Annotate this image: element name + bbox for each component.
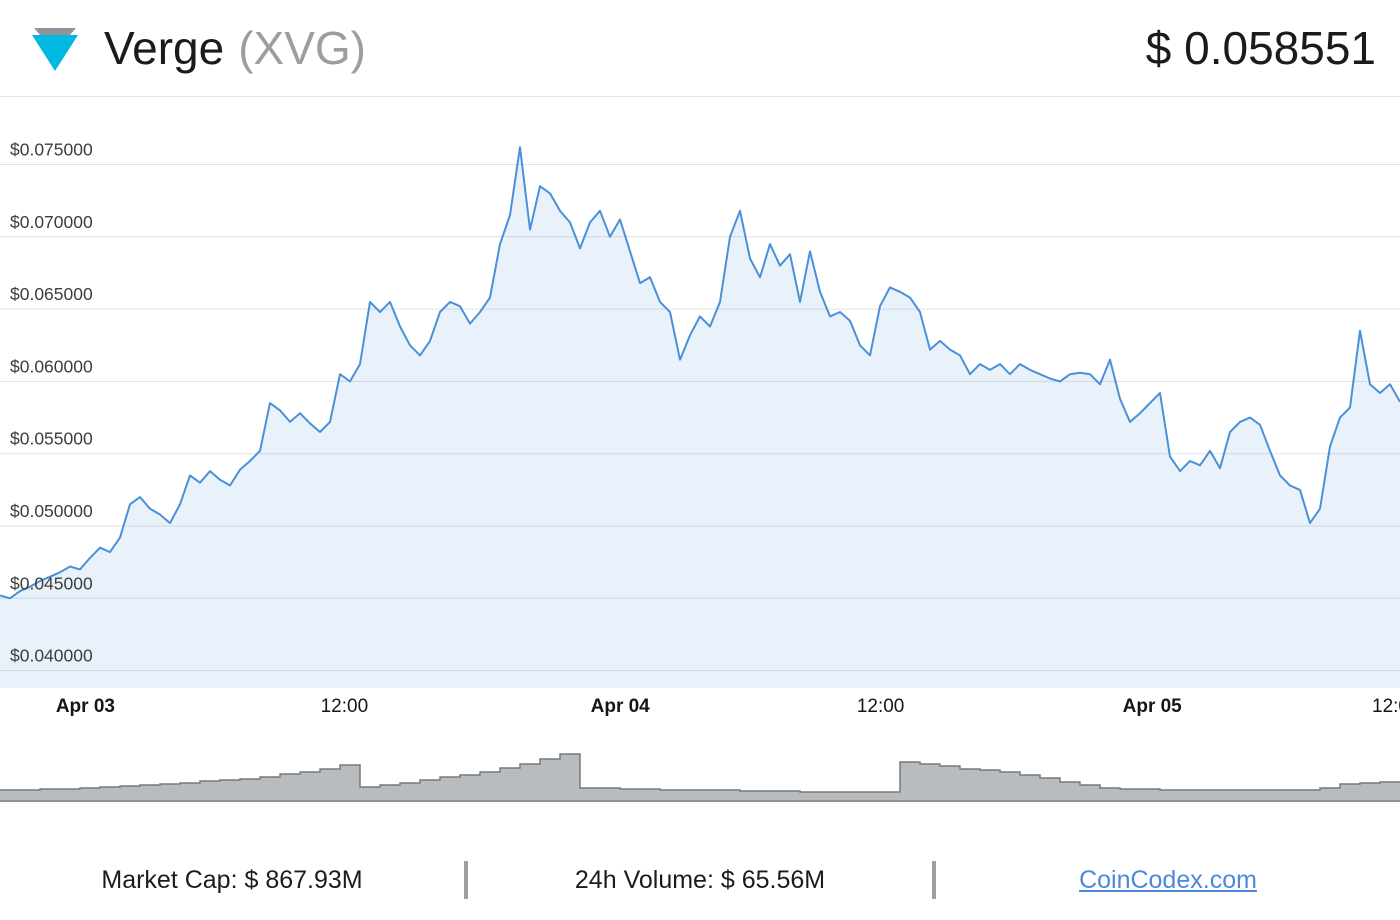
price-chart-svg[interactable]: $0.040000 $0.045000 $0.050000 $0.055000 $0.0… [0,98,1400,688]
page-title: Verge (XVG) [104,21,366,75]
footer-divider [464,861,468,899]
volume-24h: 24h Volume: $ 65.56M [574,865,826,894]
coin-ticker: (XVG) [238,22,366,74]
verge-logo-svg [32,28,78,71]
price-area [0,147,1400,688]
coincodex-link[interactable]: CoinCodex.com [1079,865,1257,894]
price-line [0,146,1400,600]
x-axis-label: 12:00 [1372,696,1400,717]
x-axis-label: 12:00 [320,696,369,717]
market-cap: Market Cap: $ 867.93M [101,865,363,894]
x-axis-label: Apr 03 [55,696,115,717]
x-axis-label: Apr 05 [1122,696,1182,717]
y-axis-label: $0.055000 [10,429,93,449]
footer: Market Cap: $ 867.93M 24h Volume: $ 65.5… [0,852,1400,908]
y-axis-label: $0.060000 [10,356,93,376]
volume-chart [0,742,1400,802]
x-axis-label: Apr 04 [590,696,650,717]
y-axis-label: $0.065000 [10,284,93,304]
price-chart[interactable]: $0.040000 $0.045000 $0.050000 $0.055000 $0.0… [0,98,1400,688]
volume-area [0,754,1400,800]
x-axis-labels: Apr 03 12:00 Apr 04 12:00 Apr 05 12:00 [0,694,1400,728]
footer-divider [932,861,936,899]
volume-outline [0,753,1400,793]
verge-logo-icon [26,19,84,77]
header: Verge (XVG) $ 0.058551 [0,0,1400,97]
y-axis-label: $0.040000 [10,646,93,666]
y-axis-label: $0.050000 [10,501,93,521]
y-axis-label: $0.045000 [10,573,93,593]
coin-name: Verge [104,22,225,74]
volume-chart-svg [0,753,1400,800]
coin-price: $ 0.058551 [1145,22,1376,74]
x-axis-label: 12:00 [856,696,905,717]
y-axis-label: $0.070000 [10,212,93,232]
y-axis-label: $0.075000 [10,140,93,160]
